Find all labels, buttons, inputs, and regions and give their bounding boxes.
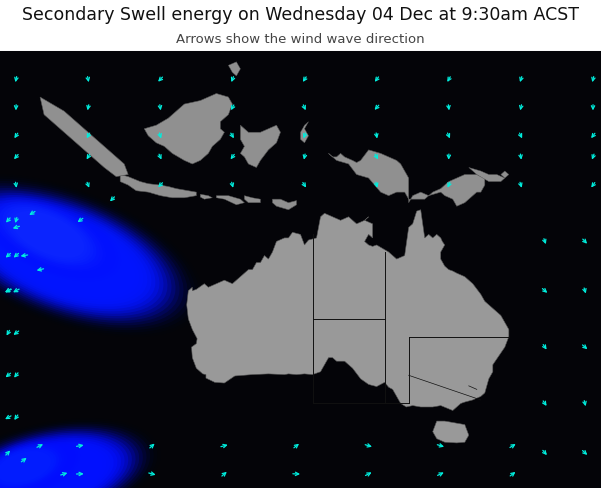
Text: Secondary Swell energy on Wednesday 04 Dec at 9:30am ACST: Secondary Swell energy on Wednesday 04 D… (22, 6, 579, 24)
Ellipse shape (0, 445, 106, 488)
Ellipse shape (0, 436, 124, 488)
Ellipse shape (0, 188, 180, 323)
Ellipse shape (0, 439, 73, 488)
Ellipse shape (0, 216, 131, 295)
Ellipse shape (0, 442, 114, 488)
Ellipse shape (9, 209, 87, 260)
Ellipse shape (0, 207, 147, 304)
Ellipse shape (0, 199, 103, 270)
Ellipse shape (0, 195, 109, 274)
Ellipse shape (0, 447, 59, 488)
Ellipse shape (0, 197, 106, 272)
Polygon shape (216, 196, 245, 205)
Ellipse shape (0, 440, 117, 488)
Ellipse shape (0, 183, 188, 328)
Ellipse shape (0, 203, 97, 265)
Polygon shape (433, 421, 469, 443)
Ellipse shape (0, 185, 183, 325)
Ellipse shape (0, 438, 121, 488)
Ellipse shape (0, 448, 56, 486)
Ellipse shape (0, 193, 171, 318)
Ellipse shape (0, 193, 112, 276)
Polygon shape (144, 94, 233, 164)
Polygon shape (245, 196, 260, 203)
Polygon shape (272, 199, 296, 210)
Polygon shape (501, 171, 509, 178)
Ellipse shape (0, 209, 143, 302)
Ellipse shape (0, 427, 143, 488)
Polygon shape (200, 194, 212, 199)
Ellipse shape (0, 200, 159, 311)
Ellipse shape (0, 432, 132, 488)
Ellipse shape (0, 443, 110, 488)
Ellipse shape (0, 202, 156, 309)
Ellipse shape (0, 197, 163, 314)
Ellipse shape (0, 451, 51, 483)
Ellipse shape (0, 449, 53, 484)
Ellipse shape (0, 431, 136, 488)
Ellipse shape (0, 190, 175, 321)
Ellipse shape (0, 442, 67, 488)
Ellipse shape (0, 211, 139, 300)
Ellipse shape (0, 445, 62, 488)
Ellipse shape (12, 211, 84, 258)
Ellipse shape (6, 207, 90, 262)
Text: Arrows show the wind wave direction: Arrows show the wind wave direction (176, 34, 425, 46)
Polygon shape (240, 125, 281, 167)
Ellipse shape (0, 440, 70, 488)
Ellipse shape (0, 195, 168, 316)
Ellipse shape (0, 443, 64, 488)
Ellipse shape (0, 214, 135, 297)
Ellipse shape (0, 425, 147, 488)
Polygon shape (300, 122, 308, 143)
Polygon shape (228, 62, 240, 76)
Polygon shape (40, 97, 128, 177)
Ellipse shape (2, 205, 94, 264)
Ellipse shape (0, 447, 103, 488)
Polygon shape (187, 210, 509, 410)
Polygon shape (329, 150, 485, 206)
Ellipse shape (0, 434, 128, 488)
Ellipse shape (0, 201, 100, 268)
Polygon shape (120, 175, 197, 198)
Ellipse shape (0, 429, 139, 488)
Polygon shape (469, 167, 505, 182)
Ellipse shape (0, 204, 151, 306)
Ellipse shape (0, 424, 150, 488)
